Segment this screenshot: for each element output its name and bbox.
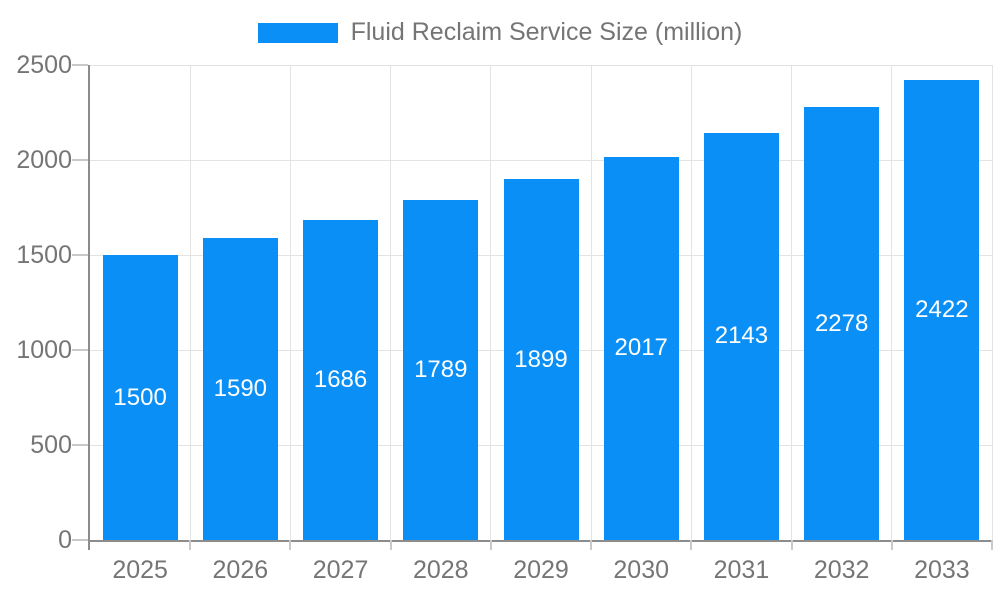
bar-value-label: 1500: [113, 383, 167, 411]
x-axis-tick-label: 2029: [513, 556, 569, 584]
legend-swatch: [257, 22, 338, 43]
bar-2029[interactable]: 1899: [503, 179, 579, 540]
bar-2032[interactable]: 2278: [804, 107, 880, 540]
x-axis-tick: [189, 540, 192, 550]
bar-2025[interactable]: 1500: [102, 255, 178, 540]
x-gridline: [690, 65, 692, 540]
bar-2026[interactable]: 1590: [202, 237, 278, 540]
bar-value-label: 2143: [714, 322, 769, 350]
y-gridline: [90, 160, 992, 161]
bar-value-label: 1789: [414, 356, 468, 384]
x-gridline: [289, 65, 291, 540]
x-axis-tick-label: 2028: [412, 556, 469, 584]
y-axis-tick: [72, 444, 88, 446]
bar-value-label: 1899: [514, 345, 568, 373]
x-axis-tick: [289, 540, 292, 550]
x-gridline: [991, 65, 993, 540]
bar-2031[interactable]: 2143: [703, 132, 779, 540]
x-axis-tick: [890, 540, 893, 550]
x-axis-tick-label: 2032: [813, 556, 870, 584]
bar-2027[interactable]: 1686: [303, 219, 379, 540]
x-gridline: [189, 65, 191, 540]
y-axis-tick: [72, 254, 88, 256]
chart-legend[interactable]: Fluid Reclaim Service Size (million): [0, 18, 1000, 47]
x-axis-tick: [991, 540, 993, 550]
bar-value-label: 2017: [614, 334, 668, 362]
plot-area: 0 500 1000 1500 2000 2500 1500 2025 1590 2026 1686…: [16, 51, 993, 584]
bar-value-label: 1590: [213, 374, 268, 402]
y-axis-tick-label: 2500: [16, 51, 72, 79]
y-axis-tick-label: 2000: [16, 146, 72, 174]
y-axis-tick-label: 1500: [16, 241, 72, 269]
x-gridline: [590, 65, 592, 540]
x-axis-tick-label: 2033: [914, 556, 970, 584]
bar-value-label: 2422: [915, 295, 969, 323]
x-axis-tick-label: 2030: [613, 556, 670, 584]
x-axis-tick: [690, 540, 693, 550]
x-axis-tick: [389, 540, 392, 550]
x-axis-tick-label: 2031: [713, 556, 770, 584]
y-axis-line: [88, 540, 90, 550]
y-axis-tick-label: 1000: [16, 336, 72, 364]
y-axis-tick: [72, 539, 88, 541]
x-axis-tick-label: 2026: [212, 556, 269, 584]
x-axis-tick: [790, 540, 793, 550]
legend-label: Fluid Reclaim Service Size (million): [350, 18, 743, 46]
y-axis-tick-label: 500: [30, 431, 72, 459]
x-axis-tick: [590, 540, 593, 550]
x-axis-tick-label: 2027: [312, 556, 369, 584]
bar-2028[interactable]: 1789: [403, 200, 479, 540]
x-gridline: [490, 65, 492, 540]
y-gridline: [90, 65, 992, 66]
x-gridline: [390, 65, 392, 540]
bar-value-label: 1686: [313, 365, 368, 393]
y-axis-tick-label: 0: [58, 526, 72, 554]
bar-2033[interactable]: 2422: [904, 79, 980, 540]
x-gridline: [791, 65, 793, 540]
bar-2030[interactable]: 2017: [603, 156, 679, 540]
x-axis-tick-label: 2025: [112, 556, 168, 584]
y-axis-tick: [72, 64, 88, 66]
x-axis-tick: [489, 540, 492, 550]
y-axis-tick: [72, 159, 88, 161]
bar-value-label: 2278: [814, 309, 869, 337]
y-axis-tick: [72, 349, 88, 351]
x-gridline: [891, 65, 893, 540]
